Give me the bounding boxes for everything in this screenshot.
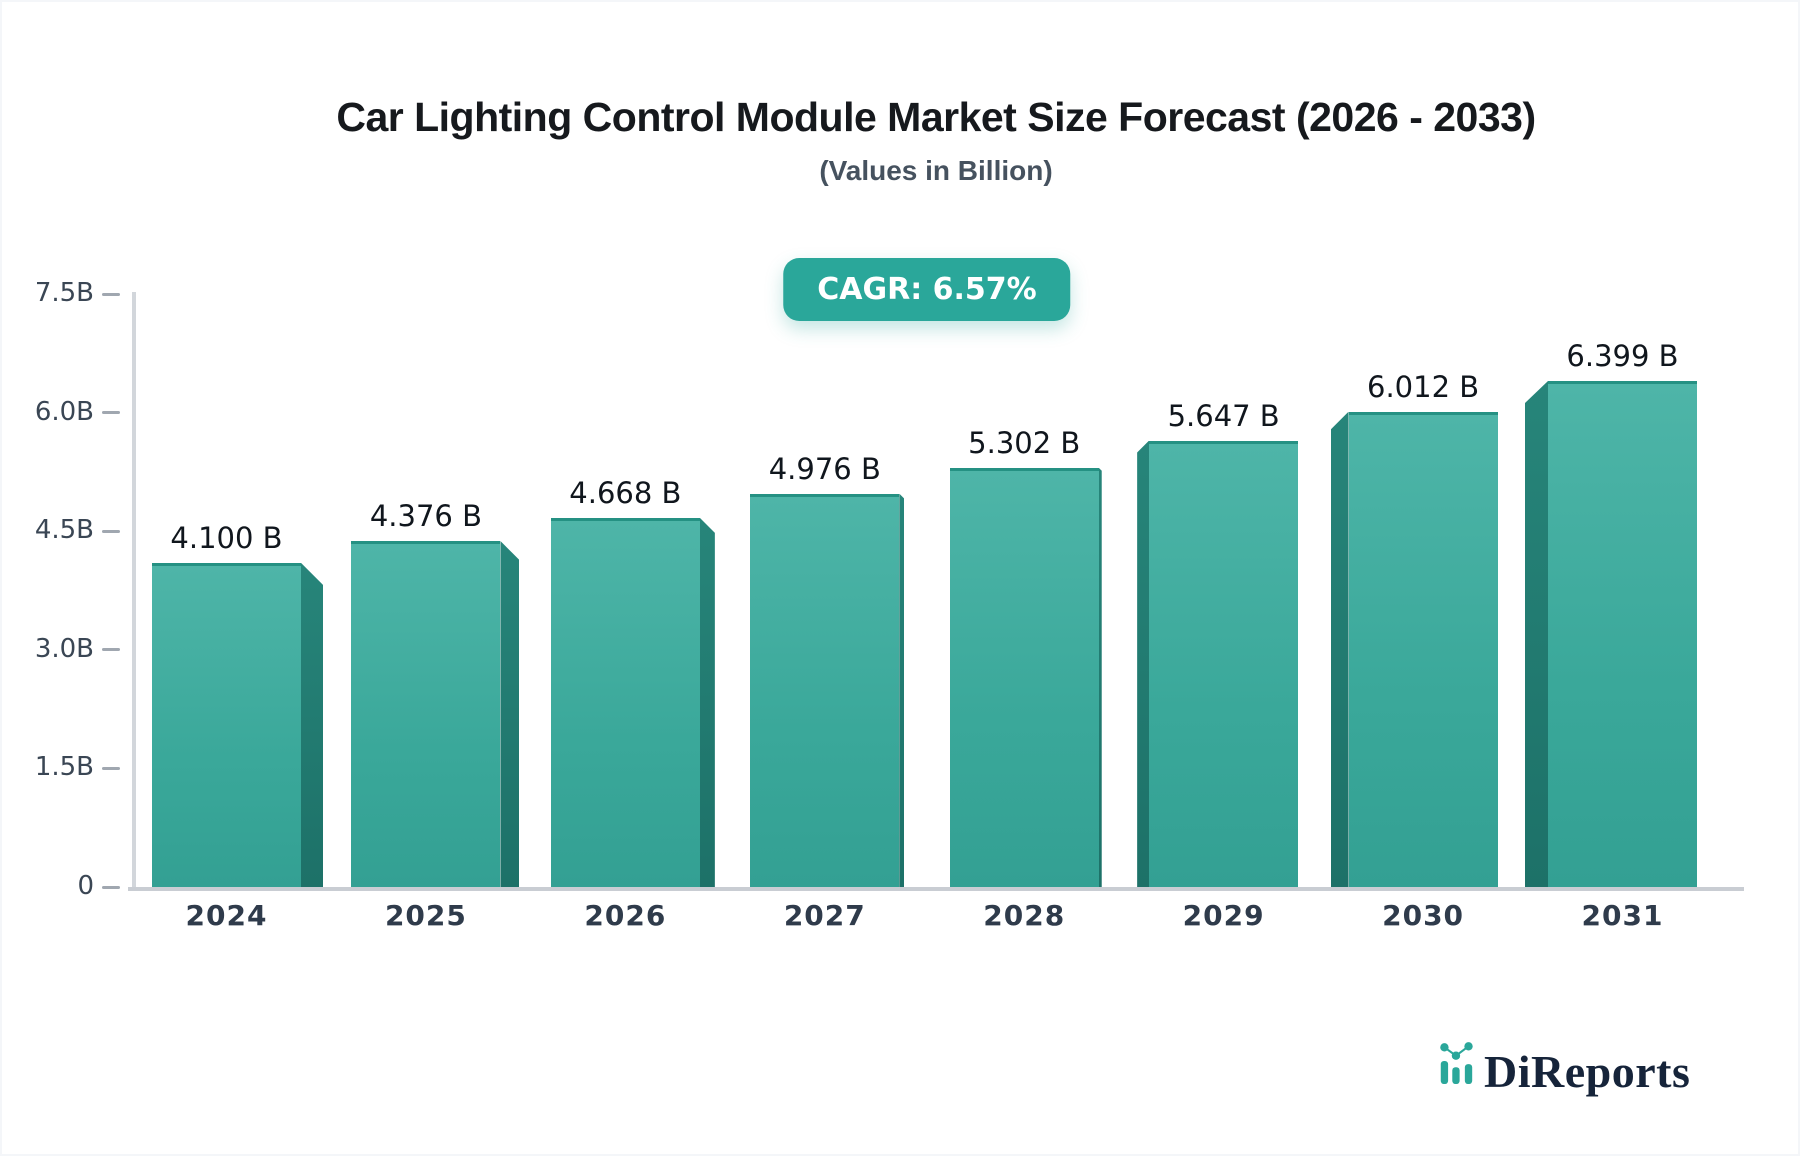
- bar-side-face: [500, 541, 520, 887]
- bar-2027: [750, 493, 900, 887]
- bar-2031: [1548, 381, 1697, 887]
- bar-chart-trend-icon: [1440, 1042, 1473, 1084]
- bar-value-label: 4.376 B: [369, 499, 482, 533]
- bar-value-label: 5.302 B: [968, 425, 1081, 460]
- bar-2025: [351, 541, 501, 887]
- bar-side-face: [1525, 381, 1548, 887]
- bar-side-face: [699, 517, 715, 887]
- y-tick-mark: [102, 766, 120, 770]
- y-tick-label: 7.5B: [34, 278, 94, 308]
- bar-value-label: 4.100 B: [170, 520, 283, 555]
- direports-logo: DiReports: [1438, 1040, 1690, 1095]
- direports-logo-text: DiReports: [1484, 1046, 1691, 1097]
- y-tick-mark: [102, 648, 120, 652]
- y-axis-line: [132, 292, 136, 891]
- chart-header: Car Lighting Control Module Market Size …: [74, 94, 1798, 187]
- y-tick-label: 1.5B: [34, 752, 94, 783]
- y-tick-label: 3.0B: [34, 633, 94, 664]
- bar-side-face: [301, 562, 323, 887]
- y-tick-mark: [102, 529, 120, 533]
- bar-side-face: [1098, 467, 1102, 887]
- bar-value-label: 4.976 B: [768, 451, 881, 486]
- bar-2029: [1149, 440, 1299, 887]
- x-tick-label: 2030: [1382, 899, 1465, 932]
- x-tick-label: 2029: [1182, 899, 1265, 932]
- y-tick-label: 6.0B: [34, 396, 94, 427]
- bar-side-face: [1330, 411, 1349, 887]
- chart-title: Car Lighting Control Module Market Size …: [336, 94, 1536, 140]
- y-tick-label: 4.5B: [34, 515, 94, 546]
- x-tick-label: 2031: [1581, 899, 1664, 932]
- bar-2028: [949, 467, 1099, 887]
- y-tick-mark: [102, 411, 120, 415]
- cagr-badge: CAGR: 6.57%: [783, 258, 1071, 321]
- bar-side-face: [899, 493, 905, 887]
- x-tick-label: 2027: [783, 899, 866, 932]
- chart-subtitle: (Values in Billion): [819, 155, 1053, 186]
- y-tick-mark: [102, 292, 120, 296]
- x-axis-line: [128, 887, 1744, 891]
- bar-value-label: 6.012 B: [1367, 369, 1480, 404]
- bar-2030: [1348, 411, 1498, 887]
- y-tick-label: 0: [77, 871, 94, 901]
- x-tick-label: 2028: [983, 899, 1066, 932]
- bar-value-label: 4.668 B: [569, 475, 682, 510]
- bar-2026: [550, 517, 700, 887]
- bar-value-label: 6.399 B: [1566, 339, 1679, 374]
- bar-side-face: [1137, 440, 1150, 887]
- bar-value-label: 5.647 B: [1167, 398, 1280, 433]
- x-tick-label: 2026: [584, 899, 667, 932]
- y-tick-mark: [102, 885, 120, 889]
- bar-2024: [152, 562, 301, 887]
- x-tick-label: 2024: [185, 899, 268, 932]
- x-tick-label: 2025: [384, 899, 467, 932]
